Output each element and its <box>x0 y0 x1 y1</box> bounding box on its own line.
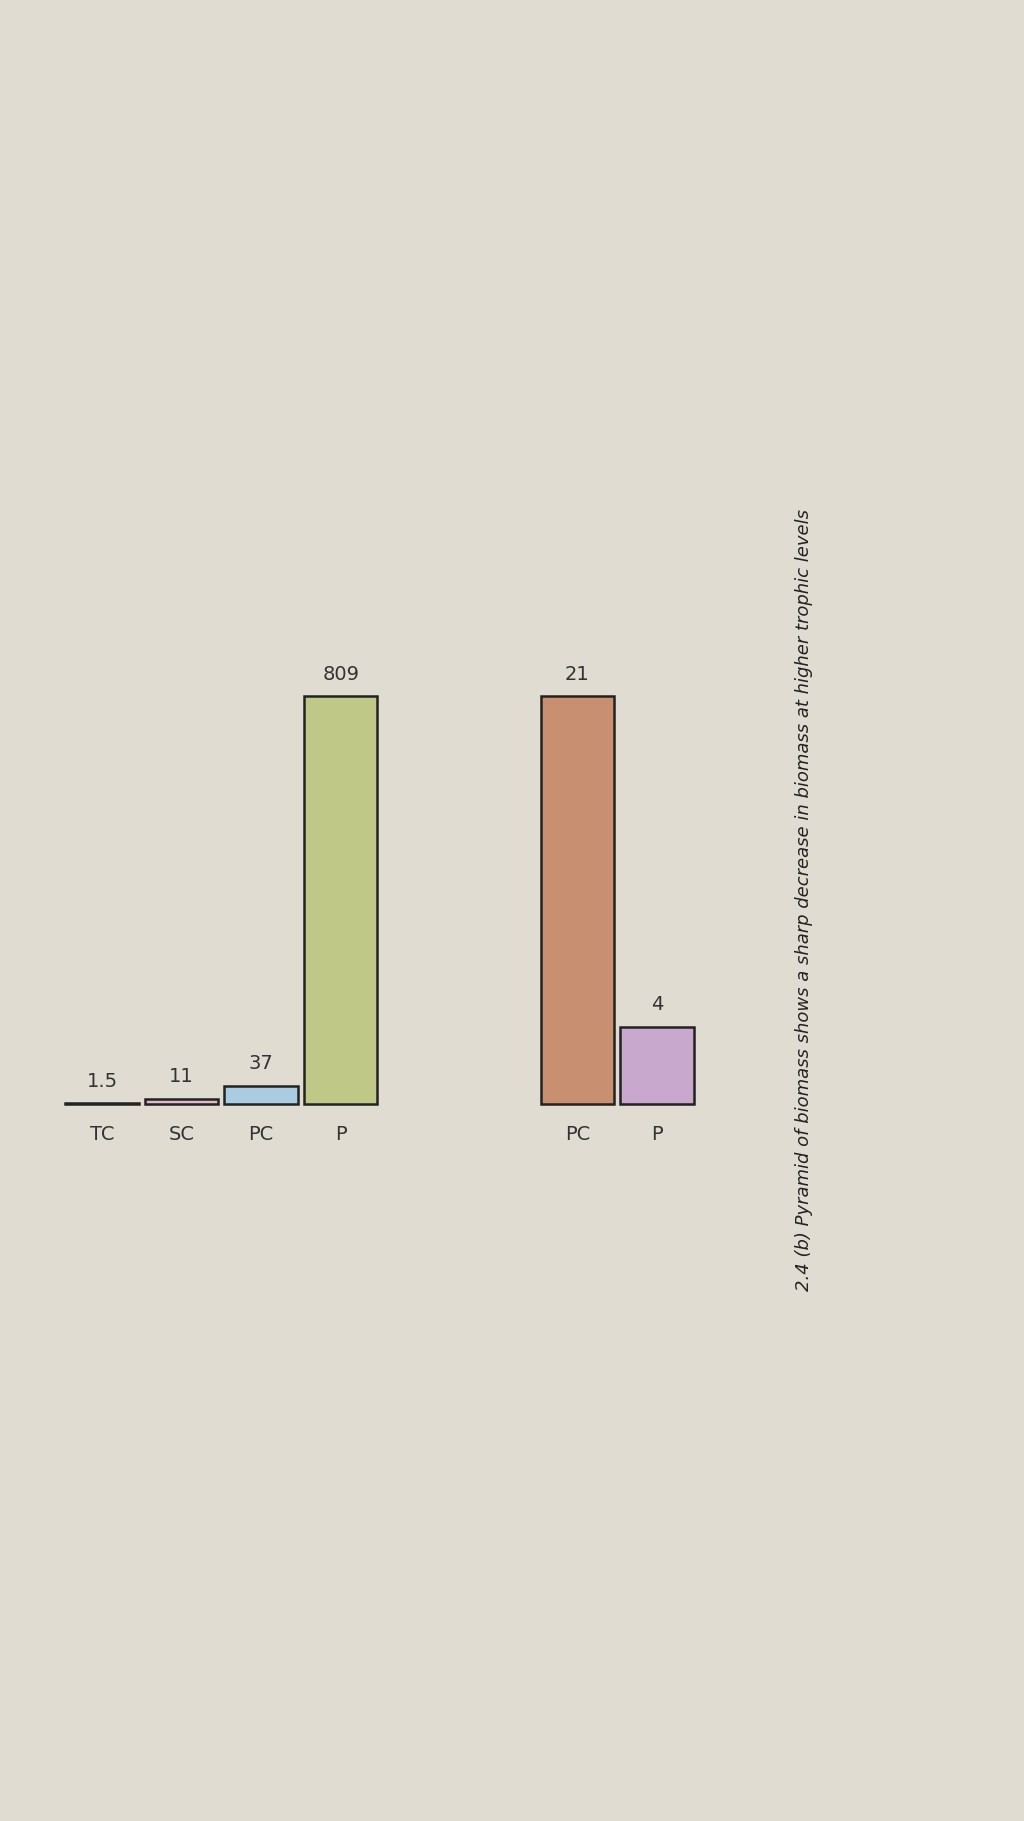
Text: 809: 809 <box>323 665 359 685</box>
Text: PC: PC <box>564 1125 590 1144</box>
Text: 4: 4 <box>650 996 663 1014</box>
Text: 1.5: 1.5 <box>86 1073 118 1091</box>
Bar <box>541 696 614 1104</box>
Bar <box>621 1027 693 1104</box>
Text: 21: 21 <box>565 665 590 685</box>
Text: 37: 37 <box>249 1054 273 1073</box>
Bar <box>304 696 378 1104</box>
Text: TC: TC <box>90 1125 115 1144</box>
Text: P: P <box>335 1125 346 1144</box>
Text: 2.4 (b) Pyramid of biomass shows a sharp decrease in biomass at higher trophic l: 2.4 (b) Pyramid of biomass shows a sharp… <box>796 510 813 1291</box>
Bar <box>144 1098 218 1104</box>
Text: PC: PC <box>249 1125 273 1144</box>
Text: P: P <box>651 1125 663 1144</box>
Text: 11: 11 <box>169 1067 194 1087</box>
Bar <box>224 1085 298 1104</box>
Text: SC: SC <box>169 1125 195 1144</box>
